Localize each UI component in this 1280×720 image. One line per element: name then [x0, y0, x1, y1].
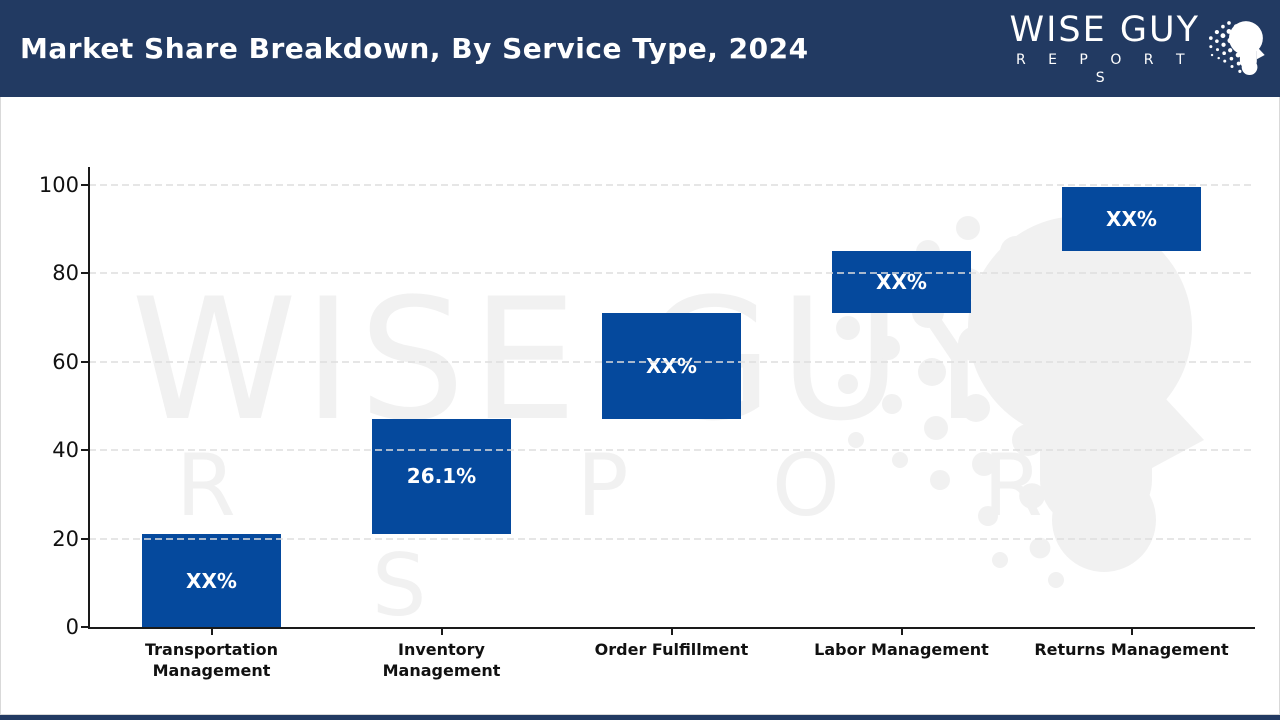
- chart-canvas: WISE GUY R E P O R T S 0 20 40 60 80 100 XX% Tr…: [0, 97, 1280, 715]
- gridline-20: [89, 537, 1255, 540]
- x-tick-4: [1130, 629, 1133, 635]
- logo-text: WISE GUY R E P O R T S: [1006, 11, 1204, 87]
- header-bar: Market Share Breakdown, By Service Type,…: [0, 0, 1280, 97]
- gridline-40: [89, 449, 1255, 451]
- gridline-80: [89, 272, 1255, 274]
- bar-value-label: XX%: [646, 353, 697, 378]
- dotted-head-icon: [1208, 21, 1265, 76]
- bottom-accent-bar: [0, 715, 1280, 720]
- wise-guy-reports-logo: WISE GUY R E P O R T S: [1006, 6, 1266, 92]
- x-tick-2: [670, 629, 673, 635]
- bottom-divider: [0, 714, 1280, 715]
- gridline-60: [89, 360, 1255, 363]
- y-tick-label-80: 80: [52, 261, 79, 285]
- x-category-label: Transportation Management: [144, 640, 279, 680]
- y-tick-100: [81, 183, 89, 186]
- bar-segment: XX%: [142, 534, 281, 627]
- logo-wordmark: WISE GUY: [1009, 10, 1200, 50]
- gridline-100: [89, 183, 1255, 186]
- y-tick-0: [81, 626, 89, 628]
- y-tick-label-0: 0: [65, 615, 79, 639]
- bar-value-label: XX%: [186, 568, 237, 593]
- y-tick-label-20: 20: [52, 526, 79, 551]
- x-category-label: Order Fulfillment: [594, 640, 749, 659]
- x-tick-0: [210, 629, 213, 635]
- x-tick-1: [440, 629, 443, 635]
- y-tick-60: [81, 360, 89, 363]
- y-tick-label-100: 100: [38, 172, 79, 197]
- bar-value-label: XX%: [1106, 206, 1157, 231]
- y-tick-label-40: 40: [52, 438, 79, 462]
- bar-segment: 26.1%: [372, 418, 511, 535]
- y-tick-label-60: 60: [52, 349, 79, 374]
- x-category-label: Inventory Management: [382, 640, 501, 680]
- y-tick-20: [81, 537, 89, 540]
- logo-subtitle: R E P O R T S: [1015, 52, 1194, 86]
- y-tick-40: [81, 449, 89, 451]
- x-category-label: Labor Management: [814, 640, 989, 659]
- y-axis-line: [88, 167, 90, 629]
- watermark-subtitle: R E P O R T S: [176, 436, 1101, 636]
- x-axis-line: [88, 627, 1255, 629]
- x-tick-3: [900, 629, 903, 635]
- x-category-label: Returns Management: [1034, 640, 1229, 659]
- bar-segment: XX%: [832, 250, 971, 313]
- bar-value-label: 26.1%: [406, 464, 477, 489]
- bar-segment: XX%: [602, 312, 741, 419]
- page-title: Market Share Breakdown, By Service Type,…: [20, 32, 809, 65]
- y-tick-80: [81, 272, 89, 274]
- bar-segment: XX%: [1062, 186, 1201, 251]
